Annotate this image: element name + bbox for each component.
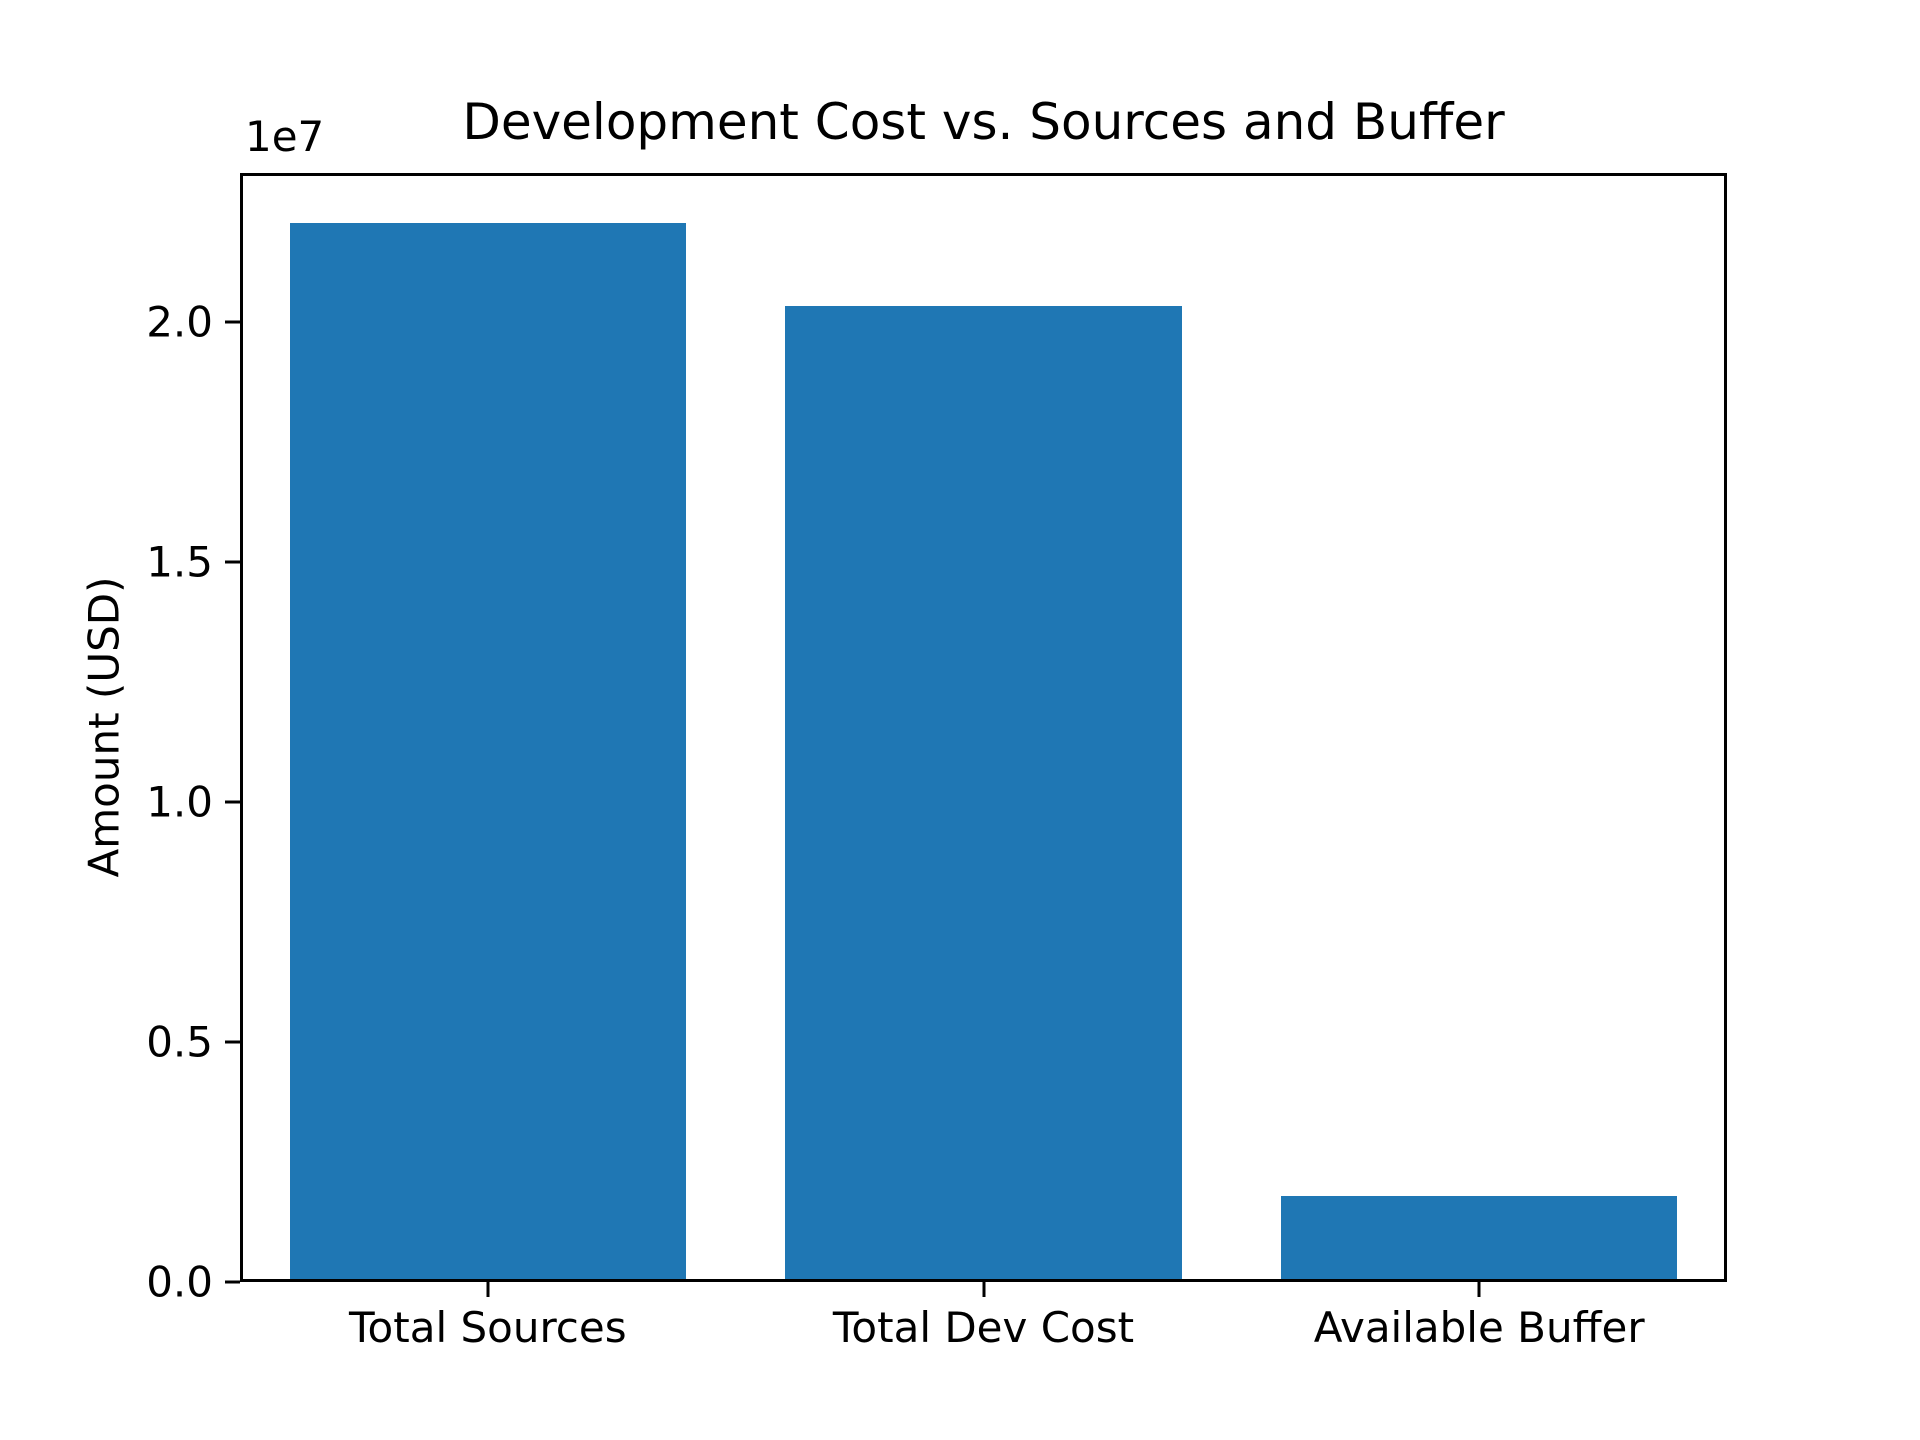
y-tick-mark	[225, 1280, 240, 1284]
y-tick-mark	[225, 560, 240, 564]
bar-total-dev-cost	[785, 305, 1182, 1279]
x-tick-mark	[486, 1282, 490, 1297]
y-tick-label: 1.5	[146, 537, 213, 587]
bar-total-sources	[289, 222, 687, 1279]
y-tick-label: 2.0	[146, 297, 213, 347]
y-axis-label: Amount (USD)	[79, 576, 129, 878]
x-tick-label-total-dev-cost: Total Dev Cost	[832, 1303, 1135, 1352]
y-tick-mark	[225, 320, 240, 324]
y-tick-mark	[225, 800, 240, 804]
x-tick-label-available-buffer: Available Buffer	[1313, 1303, 1645, 1352]
bar-available-buffer	[1280, 1195, 1678, 1279]
x-tick-mark	[1477, 1282, 1481, 1297]
x-tick-mark	[982, 1282, 985, 1297]
plot-area	[240, 173, 1727, 1282]
y-tick-label: 1.0	[146, 777, 213, 827]
x-tick-label-total-sources: Total Sources	[349, 1303, 627, 1352]
y-tick-label: 0.5	[146, 1017, 213, 1067]
y-tick-mark	[225, 1040, 240, 1044]
y-tick-label: 0.0	[146, 1257, 213, 1307]
chart-title: Development Cost vs. Sources and Buffer	[462, 93, 1505, 151]
y-axis-offset-text: 1e7	[245, 112, 325, 161]
